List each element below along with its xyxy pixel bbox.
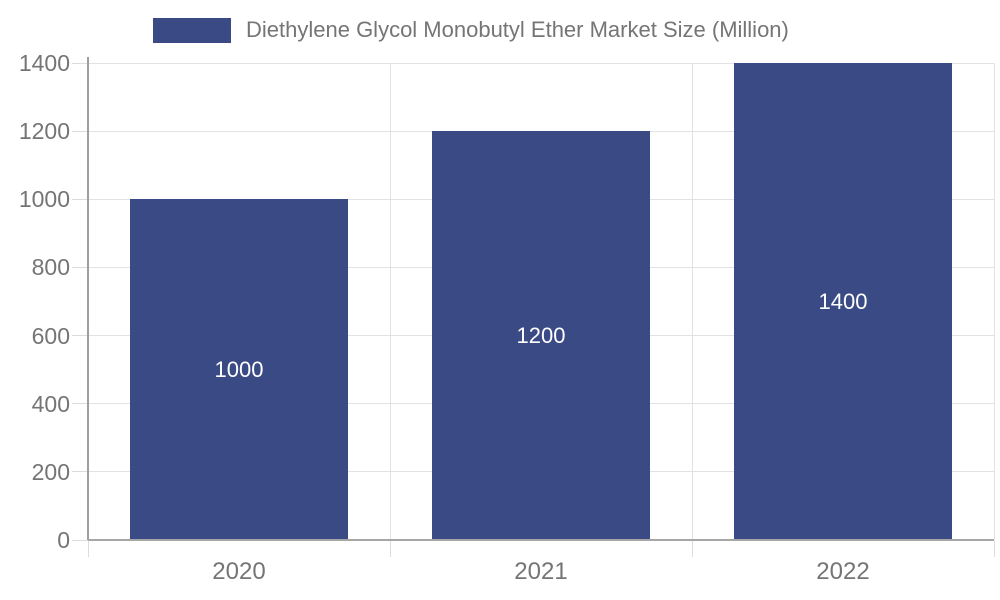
x-tick xyxy=(389,541,391,557)
y-tick-label: 1200 xyxy=(18,118,70,145)
bar-2021[interactable] xyxy=(432,131,650,540)
x-axis-line xyxy=(88,539,994,541)
x-boundary-gridline xyxy=(389,63,391,540)
bar-2020[interactable] xyxy=(130,199,348,540)
legend-label: Diethylene Glycol Monobutyl Ether Market… xyxy=(246,17,789,42)
x-boundary-gridline xyxy=(993,63,995,540)
y-gridline xyxy=(88,62,994,64)
x-tick xyxy=(691,541,693,557)
y-tick-label: 1000 xyxy=(18,186,70,213)
legend-swatch xyxy=(153,17,231,43)
x-tick-label: 2020 xyxy=(212,558,266,585)
x-boundary-gridline xyxy=(691,63,693,540)
y-axis-line xyxy=(87,57,89,540)
y-tick-label: 600 xyxy=(31,322,70,349)
bar-value-label: 1400 xyxy=(818,288,868,314)
y-tick xyxy=(72,130,88,132)
bar-value-label: 1200 xyxy=(516,322,566,348)
y-tick-label: 200 xyxy=(31,458,70,485)
y-tick-label: 400 xyxy=(31,390,70,417)
y-tick xyxy=(72,198,88,200)
bar-value-label: 1000 xyxy=(214,356,264,382)
y-tick xyxy=(72,539,88,541)
y-tick xyxy=(72,335,88,337)
y-tick xyxy=(72,266,88,268)
y-tick xyxy=(72,403,88,405)
x-tick-label: 2021 xyxy=(514,558,568,585)
y-tick xyxy=(72,62,88,64)
x-tick-label: 2022 xyxy=(816,558,870,585)
bar-2022[interactable] xyxy=(734,63,952,540)
y-tick-label: 0 xyxy=(57,527,70,553)
x-tick xyxy=(993,541,995,557)
x-tick xyxy=(87,541,89,557)
y-tick-label: 800 xyxy=(31,254,70,281)
y-tick-label: 1400 xyxy=(18,50,70,76)
y-tick xyxy=(72,471,88,473)
legend-item[interactable]: Diethylene Glycol Monobutyl Ether Market… xyxy=(153,14,789,46)
